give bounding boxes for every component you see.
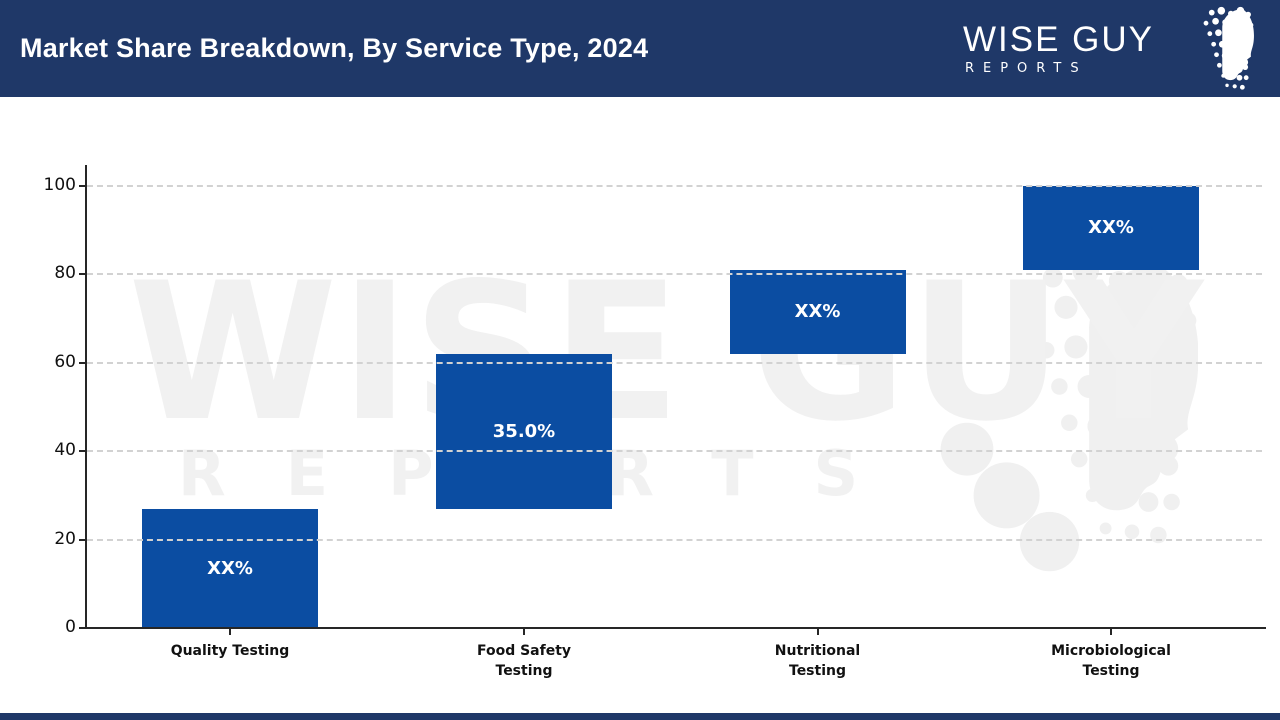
gridline-100 (87, 185, 1262, 187)
y-tick-label: 20 (54, 528, 76, 549)
brand-logo-text: WISE GUY REPORTS (963, 22, 1154, 76)
x-tick-mark (816, 629, 819, 635)
x-tick-mark (229, 629, 231, 635)
x-tick-mark (523, 629, 525, 635)
category-label-line: Food Safety (476, 643, 572, 659)
category-label-line: Testing (789, 663, 846, 679)
category-label-line: Quality Testing (170, 643, 290, 659)
footer-bar (0, 713, 1280, 720)
x-axis-spine (85, 627, 1266, 629)
y-tick-mark (79, 361, 85, 364)
bar-quality-testing: XX% (142, 508, 318, 628)
gridline-60 (87, 361, 1262, 364)
bar-value-label: 35.0% (492, 420, 556, 442)
brand-subtitle: REPORTS (964, 60, 1088, 76)
watermark-brand-text: WISE GUY (128, 242, 1205, 463)
category-label: Quality Testing (115, 641, 345, 661)
bar-value-label: XX% (207, 557, 253, 579)
bar-value-label: XX% (794, 301, 841, 323)
gridline-20 (87, 538, 1262, 541)
brand-name: WISE GUY (962, 19, 1154, 59)
category-label-line: Testing (1082, 663, 1140, 679)
bar-food-safety-testing: 35.0% (436, 353, 612, 509)
category-label: Food Safety Testing (409, 641, 639, 681)
y-tick-label: 40 (54, 440, 76, 461)
y-tick-mark (79, 185, 85, 187)
gridline-80 (87, 273, 1262, 276)
category-label: Microbiological Testing (996, 641, 1226, 681)
watermark-face-dots (940, 257, 1198, 572)
page-title: Market Share Breakdown, By Service Type,… (20, 33, 649, 63)
bar-microbiological-testing: XX% (1023, 186, 1199, 270)
y-tick-label: 0 (65, 617, 76, 637)
category-label-line: Microbiological (1051, 643, 1171, 659)
x-tick-mark (1110, 629, 1112, 635)
y-tick-mark (79, 273, 85, 276)
header-bar: Market Share Breakdown, By Service Type,… (0, 0, 1280, 97)
y-tick-label: 60 (54, 351, 76, 372)
bar-nutritional-testing: XX% (729, 269, 906, 354)
category-label-line: Nutritional (774, 643, 861, 659)
category-label-line: Testing (495, 663, 553, 679)
face-profile-dots-icon (1203, 6, 1254, 90)
category-label: Nutritional Testing (703, 641, 933, 681)
y-tick-label: 100 (43, 175, 76, 195)
y-tick-mark (79, 538, 85, 541)
y-tick-mark (79, 627, 85, 629)
bar-value-label: XX% (1088, 217, 1134, 239)
y-tick-mark (79, 450, 85, 453)
brand-logo: WISE GUY REPORTS (963, 5, 1254, 93)
gridline-40 (87, 450, 1262, 453)
y-tick-label: 80 (54, 263, 76, 284)
y-axis-spine (85, 165, 87, 629)
